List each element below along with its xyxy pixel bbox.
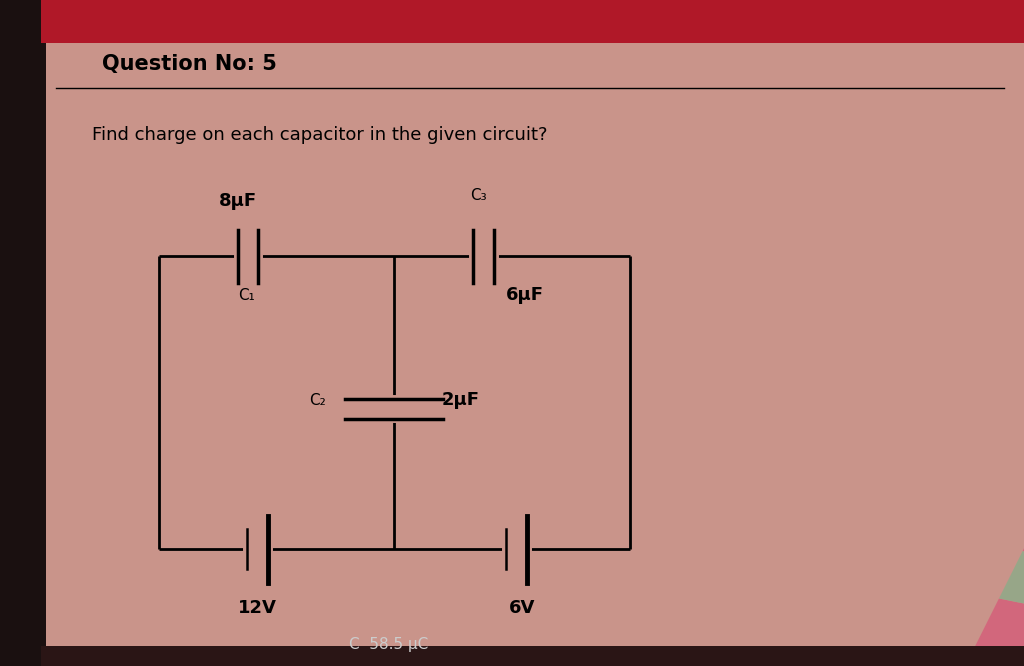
Bar <box>41 0 1024 43</box>
Bar <box>41 646 1024 666</box>
Polygon shape <box>928 0 1024 666</box>
Text: 12V: 12V <box>239 599 278 617</box>
Text: 6μF: 6μF <box>506 286 544 304</box>
Text: C₂: C₂ <box>309 394 326 408</box>
Polygon shape <box>975 0 1024 666</box>
Text: 8μF: 8μF <box>219 192 257 210</box>
Text: C₃: C₃ <box>470 188 487 203</box>
Text: C  58.5 μC: C 58.5 μC <box>349 637 429 653</box>
Text: Question No: 5: Question No: 5 <box>102 54 278 74</box>
Polygon shape <box>833 0 1024 666</box>
Polygon shape <box>881 0 1024 666</box>
Text: 2μF: 2μF <box>441 392 480 410</box>
Bar <box>0 0 46 666</box>
Polygon shape <box>904 0 1024 666</box>
Text: 6V: 6V <box>509 599 535 617</box>
Polygon shape <box>856 0 1024 666</box>
Text: C₁: C₁ <box>238 288 255 303</box>
Polygon shape <box>809 0 1024 666</box>
Polygon shape <box>1023 0 1024 583</box>
Polygon shape <box>951 0 1024 666</box>
Polygon shape <box>762 0 1024 666</box>
Text: Find charge on each capacitor in the given circuit?: Find charge on each capacitor in the giv… <box>92 126 548 144</box>
Polygon shape <box>785 0 1024 666</box>
Polygon shape <box>999 0 1024 633</box>
